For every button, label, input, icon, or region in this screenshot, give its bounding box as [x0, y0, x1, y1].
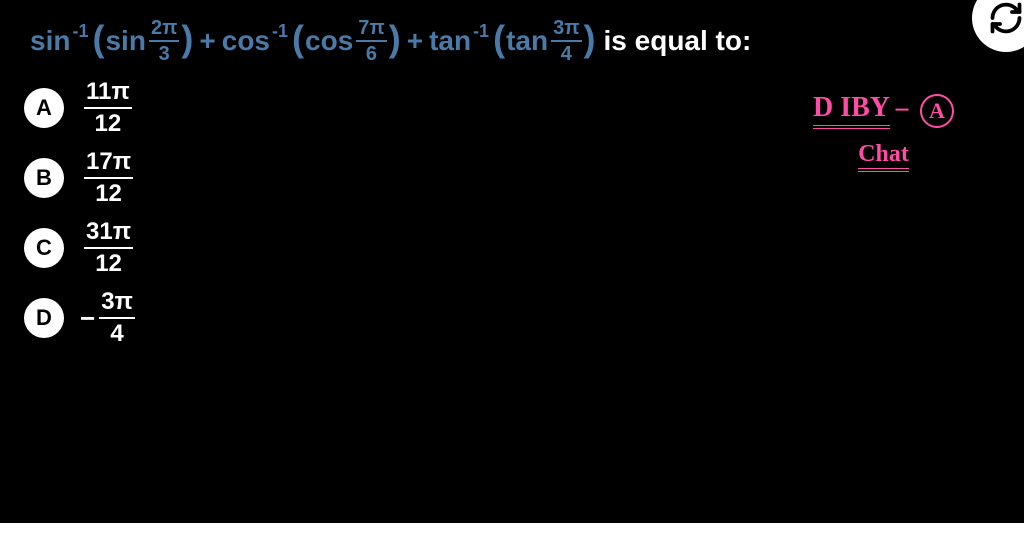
- option-c[interactable]: C 31π 12: [24, 220, 135, 276]
- option-b[interactable]: B 17π 12: [24, 150, 135, 206]
- option-badge: C: [24, 228, 64, 268]
- handwritten-annotation: D IBY − A Chat: [813, 92, 954, 168]
- option-badge: D: [24, 298, 64, 338]
- paren-close: ): [181, 18, 193, 60]
- option-badge: B: [24, 158, 64, 198]
- power: -1: [272, 21, 288, 42]
- fn-sin-inverse: sin: [30, 25, 70, 57]
- fn-tan-inverse: tan: [429, 25, 471, 57]
- option-fraction: 17π 12: [84, 150, 133, 206]
- option-fraction: 31π 12: [84, 220, 133, 276]
- inner-fn: sin: [105, 25, 145, 57]
- annotation-circled-answer: A: [920, 94, 954, 128]
- operator-plus: +: [199, 25, 215, 57]
- annotation-prefix: D IBY: [813, 92, 890, 129]
- question-expression: sin -1 ( sin 2π 3 ) + cos -1 ( cos 7π 6 …: [30, 18, 751, 64]
- inner-fn: cos: [305, 25, 353, 57]
- fraction: 3π 4: [551, 18, 581, 64]
- paren-close: ): [584, 18, 596, 60]
- option-value: 11π 12: [80, 80, 132, 136]
- power: -1: [72, 21, 88, 42]
- option-badge: A: [24, 88, 64, 128]
- annotation-line1: D IBY − A: [813, 92, 954, 129]
- option-fraction: 3π 4: [99, 290, 135, 346]
- options-list: A 11π 12 B 17π 12 C 31π 12 D: [24, 80, 135, 360]
- inner-fn: tan: [506, 25, 548, 57]
- option-value: 17π 12: [80, 150, 133, 206]
- option-value: − 3π 4: [80, 290, 135, 346]
- option-a[interactable]: A 11π 12: [24, 80, 135, 136]
- power: -1: [473, 21, 489, 42]
- annotation-line2: Chat: [813, 141, 954, 168]
- option-d[interactable]: D − 3π 4: [24, 290, 135, 346]
- fraction: 2π 3: [149, 18, 179, 64]
- paren-open: (: [292, 18, 304, 60]
- paren-close: ): [389, 18, 401, 60]
- annotation-dash: −: [894, 95, 910, 127]
- fn-cos-inverse: cos: [222, 25, 270, 57]
- fraction: 7π 6: [356, 18, 386, 64]
- question-tail: is equal to:: [604, 25, 752, 57]
- bottom-bar: [0, 523, 1024, 545]
- option-fraction: 11π 12: [84, 80, 132, 136]
- paren-open: (: [92, 18, 104, 60]
- paren-open: (: [493, 18, 505, 60]
- option-value: 31π 12: [80, 220, 133, 276]
- reload-icon[interactable]: [972, 0, 1024, 52]
- operator-plus: +: [407, 25, 423, 57]
